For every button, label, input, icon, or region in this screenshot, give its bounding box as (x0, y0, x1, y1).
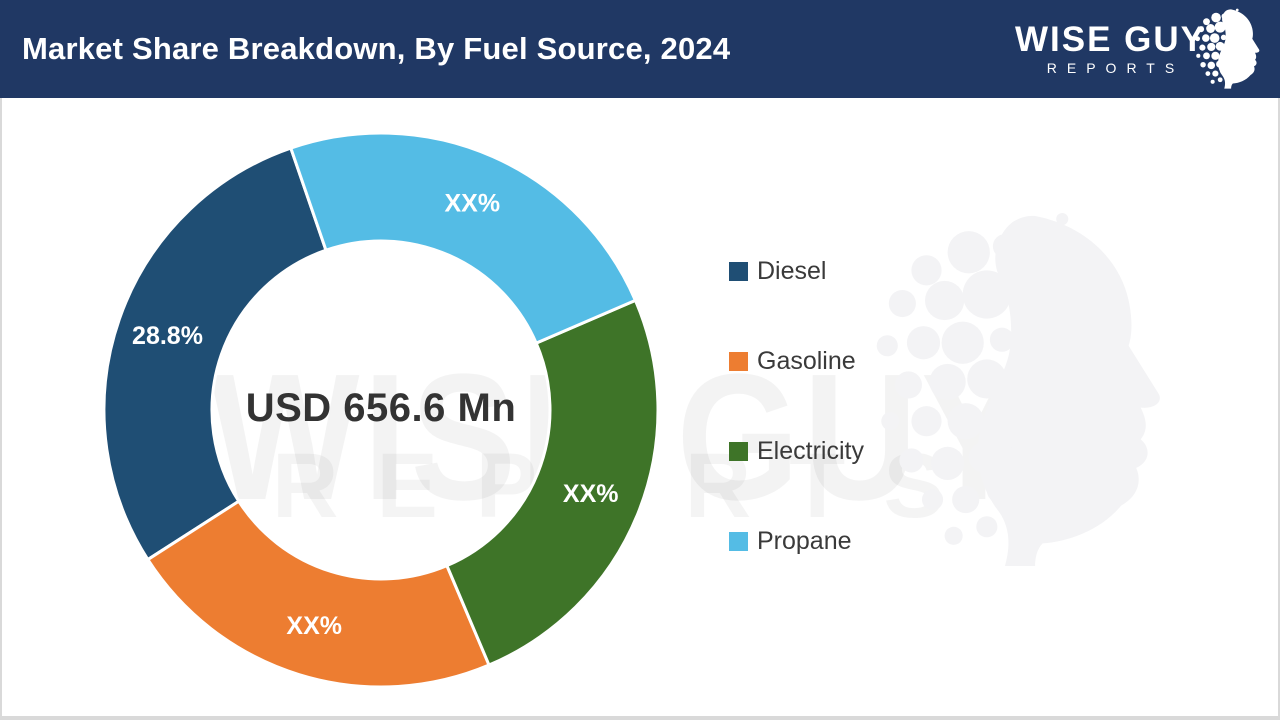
donut-slice-electricity (445, 298, 660, 667)
brand-logo: WISE GUY REPORTS (1015, 8, 1262, 90)
header-bar: Market Share Breakdown, By Fuel Source, … (0, 0, 1280, 98)
donut-slice-propane (289, 131, 637, 345)
slice-label-diesel: 28.8% (132, 322, 203, 350)
legend-item-diesel: Diesel (729, 257, 864, 285)
donut-slice-gasoline (146, 499, 491, 689)
legend-swatch-electricity (729, 441, 748, 461)
legend-swatch-gasoline (729, 351, 748, 371)
page-title: Market Share Breakdown, By Fuel Source, … (22, 31, 731, 66)
legend-swatch-diesel (729, 261, 748, 281)
slice-label-gasoline: XX% (286, 612, 342, 640)
legend-item-propane: Propane (729, 527, 864, 555)
legend-item-electricity: Electricity (729, 437, 864, 465)
donut-slice-diesel (102, 146, 328, 562)
slice-label-electricity: XX% (563, 480, 619, 508)
brand-subtitle: REPORTS (1046, 59, 1185, 76)
legend-swatch-propane (729, 531, 748, 551)
slice-label-propane: XX% (445, 189, 501, 217)
watermark-face-icon (866, 210, 1168, 572)
brand-face-icon (1192, 8, 1262, 90)
legend-item-gasoline: Gasoline (729, 347, 864, 375)
donut-chart: 28.8% XX% XX% XX% (102, 131, 660, 689)
legend-label-electricity: Electricity (757, 437, 864, 465)
legend-label-propane: Propane (757, 527, 852, 555)
chart-legend: Diesel Gasoline Electricity Propane (729, 259, 864, 619)
legend-label-gasoline: Gasoline (757, 347, 856, 375)
brand-text: WISE GUY REPORTS (1014, 19, 1206, 77)
donut-center-value: USD 656.6 Mn (245, 386, 517, 430)
brand-name: WISE GUY (1014, 19, 1206, 59)
legend-label-diesel: Diesel (757, 257, 827, 285)
